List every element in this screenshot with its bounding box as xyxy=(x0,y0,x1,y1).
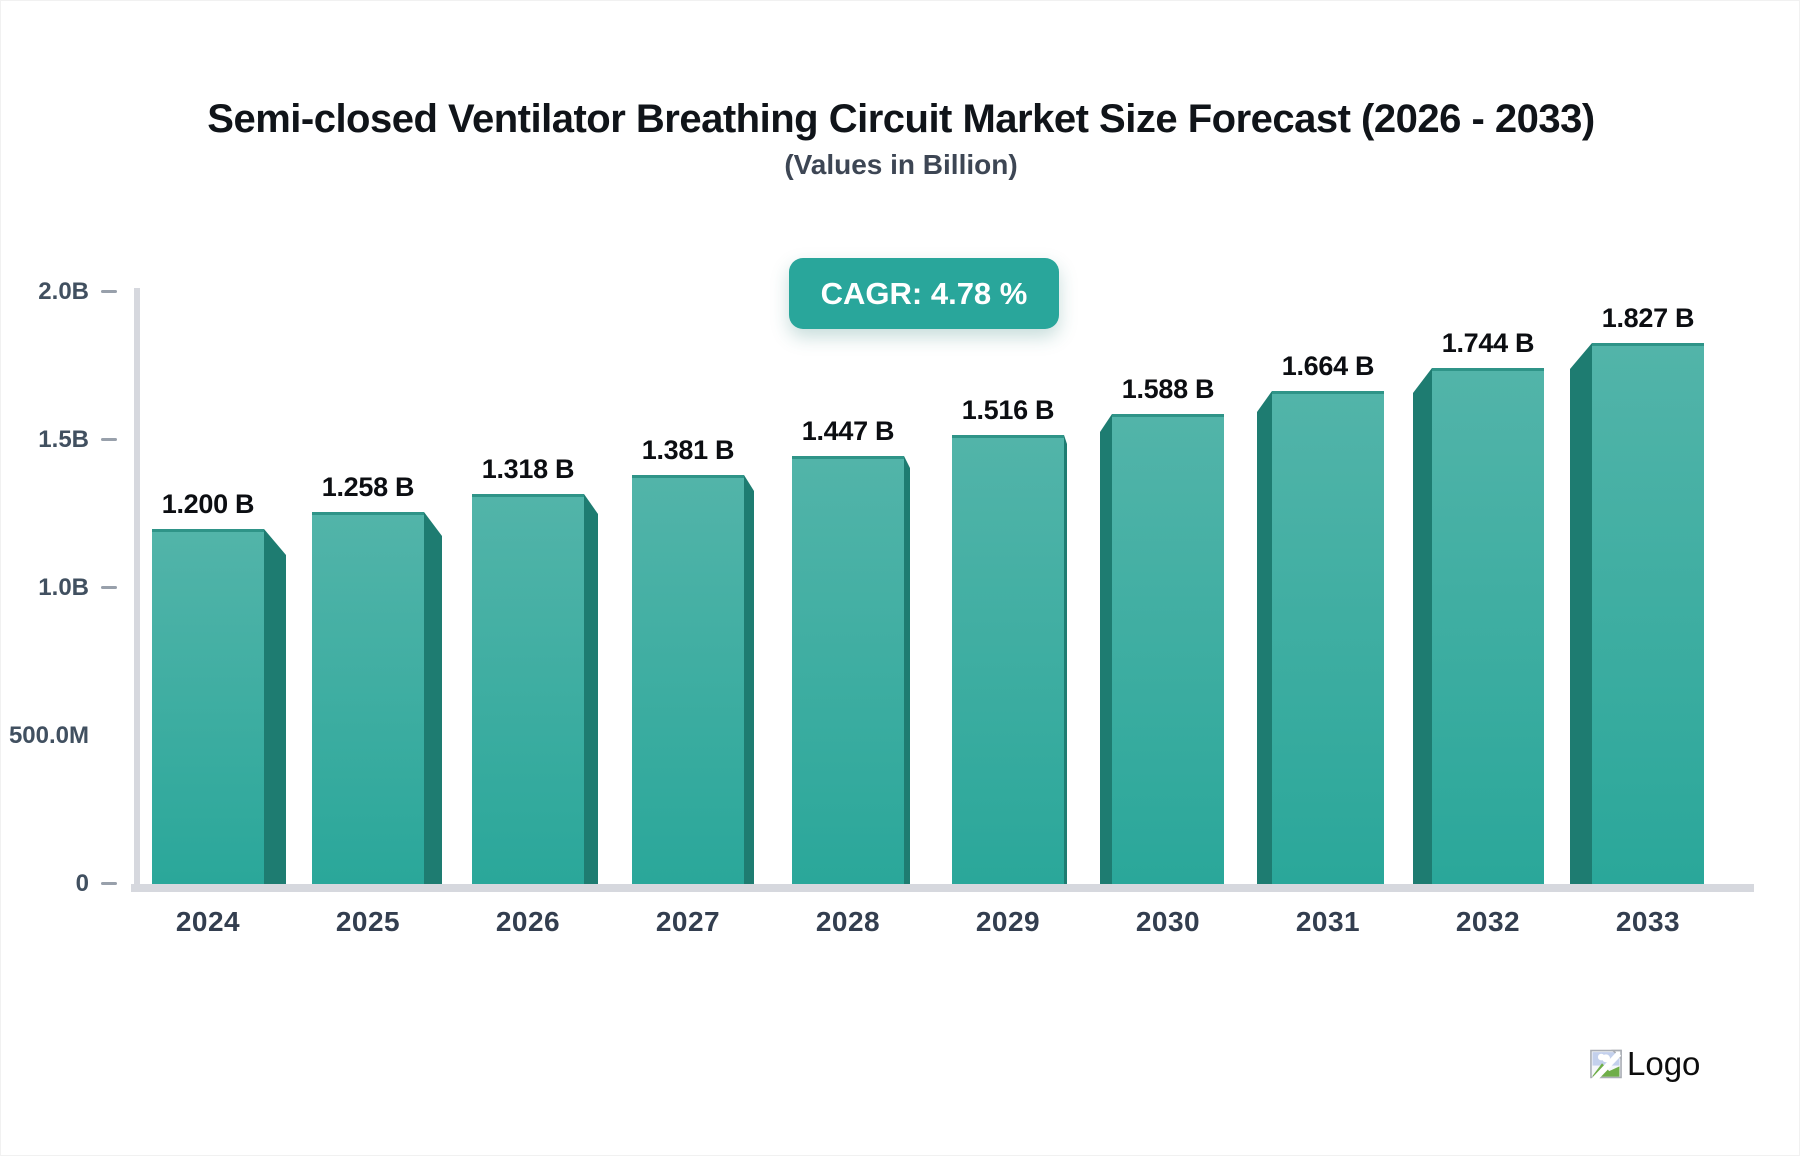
y-tick-label-1.0B: 1.0B xyxy=(38,574,89,601)
bar-side-2032 xyxy=(1413,368,1432,884)
x-tick-label-2031: 2031 xyxy=(1295,906,1361,937)
y-tick-label-2.0B: 2.0B xyxy=(38,278,89,305)
y-tick-mark xyxy=(101,586,117,589)
bar-2033 xyxy=(1592,343,1704,884)
logo: Logo xyxy=(1587,1045,1700,1083)
bar-2031 xyxy=(1272,391,1384,884)
bar-side-2027 xyxy=(744,475,754,884)
bar-value-2033: 1.827 B xyxy=(1601,303,1695,333)
x-tick-label-2028: 2028 xyxy=(815,906,881,937)
bar-2030 xyxy=(1112,414,1224,884)
cagr-badge-label: CAGR: 4.78 % xyxy=(820,275,1028,311)
bar-value-2025: 1.258 B xyxy=(321,472,415,502)
y-tick-mark xyxy=(101,438,117,441)
bar-2024 xyxy=(152,529,264,884)
bar-side-2024 xyxy=(264,529,286,884)
x-tick-label-2029: 2029 xyxy=(975,906,1041,937)
bar-value-2024: 1.200 B xyxy=(161,489,255,519)
bar-value-2028: 1.447 B xyxy=(801,416,895,446)
y-tick-label-1.5B: 1.5B xyxy=(38,426,89,453)
bar-value-2029: 1.516 B xyxy=(961,395,1055,425)
x-axis-line xyxy=(131,884,1754,892)
bar-value-2027: 1.381 B xyxy=(641,435,735,465)
bar-side-2030 xyxy=(1100,414,1112,884)
logo-alt-text: Logo xyxy=(1627,1045,1701,1082)
x-tick-label-2025: 2025 xyxy=(335,906,401,937)
bar-2025 xyxy=(312,512,424,884)
x-tick-label-2027: 2027 xyxy=(655,906,721,937)
bar-value-2026: 1.318 B xyxy=(481,454,575,484)
bar-value-2031: 1.664 B xyxy=(1281,351,1375,381)
bar-side-2028 xyxy=(904,456,910,884)
bar-2026 xyxy=(472,494,584,884)
bar-2028 xyxy=(792,456,904,884)
x-tick-label-2024: 2024 xyxy=(175,906,241,937)
bar-2029 xyxy=(952,435,1064,884)
chart-title: Semi-closed Ventilator Breathing Circuit… xyxy=(207,97,1595,141)
y-axis-line xyxy=(134,288,140,888)
bar-side-2026 xyxy=(584,494,598,884)
bar-2027 xyxy=(632,475,744,884)
x-tick-label-2033: 2033 xyxy=(1615,906,1681,937)
bar-side-2025 xyxy=(424,512,442,884)
bar-2032 xyxy=(1432,368,1544,884)
bar-side-2033 xyxy=(1570,343,1592,884)
bar-side-2029 xyxy=(1064,435,1067,884)
broken-image-icon xyxy=(1590,1049,1622,1083)
y-tick-label-0: 0 xyxy=(75,870,89,897)
y-tick-label-500.0M: 500.0M xyxy=(8,722,89,749)
y-tick-mark xyxy=(101,290,117,293)
bar-value-2030: 1.588 B xyxy=(1121,374,1215,404)
x-tick-label-2032: 2032 xyxy=(1455,906,1521,937)
bar-value-2032: 1.744 B xyxy=(1441,328,1535,358)
chart-subtitle: (Values in Billion) xyxy=(784,149,1018,180)
y-tick-mark xyxy=(101,882,117,885)
cagr-badge: CAGR: 4.78 % xyxy=(789,258,1059,329)
x-tick-label-2026: 2026 xyxy=(495,906,561,937)
x-tick-label-2030: 2030 xyxy=(1135,906,1201,937)
bar-side-2031 xyxy=(1257,391,1272,884)
